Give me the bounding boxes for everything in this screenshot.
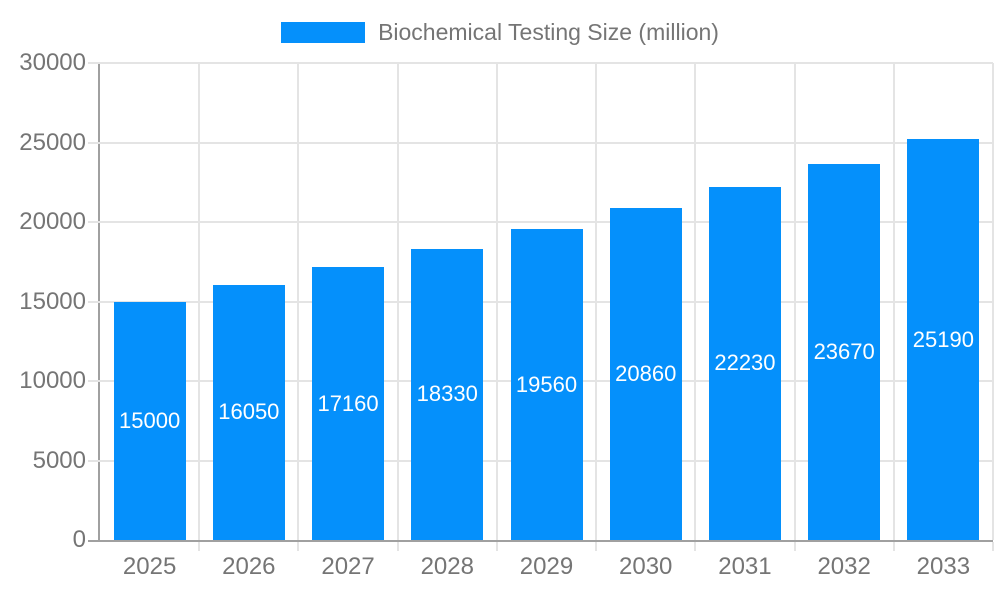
y-tick-label: 15000 (19, 287, 86, 315)
plot-area: 15000 16050 17160 18330 19560 20860 22230 23670… (88, 62, 994, 551)
x-axis-tick (893, 542, 895, 551)
bar: 19560 (510, 229, 583, 540)
x-tick-label: 2033 (916, 553, 971, 580)
x-axis-tick (496, 542, 498, 551)
x-tick-label: 2027 (321, 553, 375, 580)
x-tick-label: 2031 (718, 553, 772, 580)
bar: 20860 (609, 208, 682, 540)
bar-value-label: 25190 (912, 326, 974, 352)
bar-value-label: 16050 (218, 399, 280, 425)
y-tick-label: 5000 (32, 446, 86, 474)
x-gridline (397, 63, 399, 540)
y-gridline (88, 141, 993, 144)
x-tick-label: 2029 (519, 553, 574, 580)
x-tick-label: 2025 (122, 553, 177, 580)
legend-swatch (281, 21, 366, 43)
bar-value-label: 18330 (416, 381, 478, 407)
y-gridline (88, 62, 993, 64)
x-axis-tick (397, 542, 399, 551)
x-gridline (992, 63, 994, 540)
x-axis-tick (794, 542, 796, 551)
bar: 22230 (708, 186, 781, 540)
bar: 25190 (907, 139, 980, 540)
x-gridline (595, 63, 597, 540)
bar-value-label: 22230 (714, 350, 776, 376)
legend-label: Biochemical Testing Size (million) (378, 18, 719, 45)
x-axis-tick (595, 542, 597, 551)
bar: 18330 (411, 248, 484, 540)
x-gridline (496, 63, 498, 540)
legend: Biochemical Testing Size (million) (0, 12, 1000, 52)
bar: 15000 (113, 301, 186, 540)
x-tick-label: 2030 (619, 553, 673, 580)
x-gridline (893, 63, 895, 540)
x-tick-label: 2032 (817, 553, 871, 580)
x-axis-tick (198, 542, 200, 551)
x-gridline (794, 63, 796, 540)
bar: 23670 (808, 163, 881, 540)
y-tick-label: 30000 (19, 49, 86, 76)
bar: 16050 (212, 284, 285, 540)
bar-value-label: 19560 (515, 371, 578, 397)
x-gridline (694, 63, 696, 540)
bar-value-label: 17160 (317, 390, 379, 416)
bar-value-label: 20860 (615, 361, 677, 387)
x-gridline (297, 63, 299, 540)
x-axis-tick (992, 542, 994, 551)
x-axis-tick (297, 542, 299, 551)
bar-value-label: 15000 (119, 407, 181, 433)
y-tick-label: 20000 (19, 208, 86, 235)
bar: 17160 (312, 267, 385, 540)
x-gridline (198, 63, 200, 540)
x-tick-label: 2028 (420, 553, 474, 580)
y-tick-label: 25000 (19, 128, 86, 156)
zero-axis-tick (88, 540, 98, 542)
bar-value-label: 23670 (813, 338, 875, 364)
y-gridline (88, 221, 993, 223)
y-tick-label: 0 (72, 526, 86, 553)
x-axis-tick (694, 542, 696, 551)
y-tick-label: 10000 (19, 367, 86, 394)
x-tick-label: 2026 (222, 553, 276, 580)
